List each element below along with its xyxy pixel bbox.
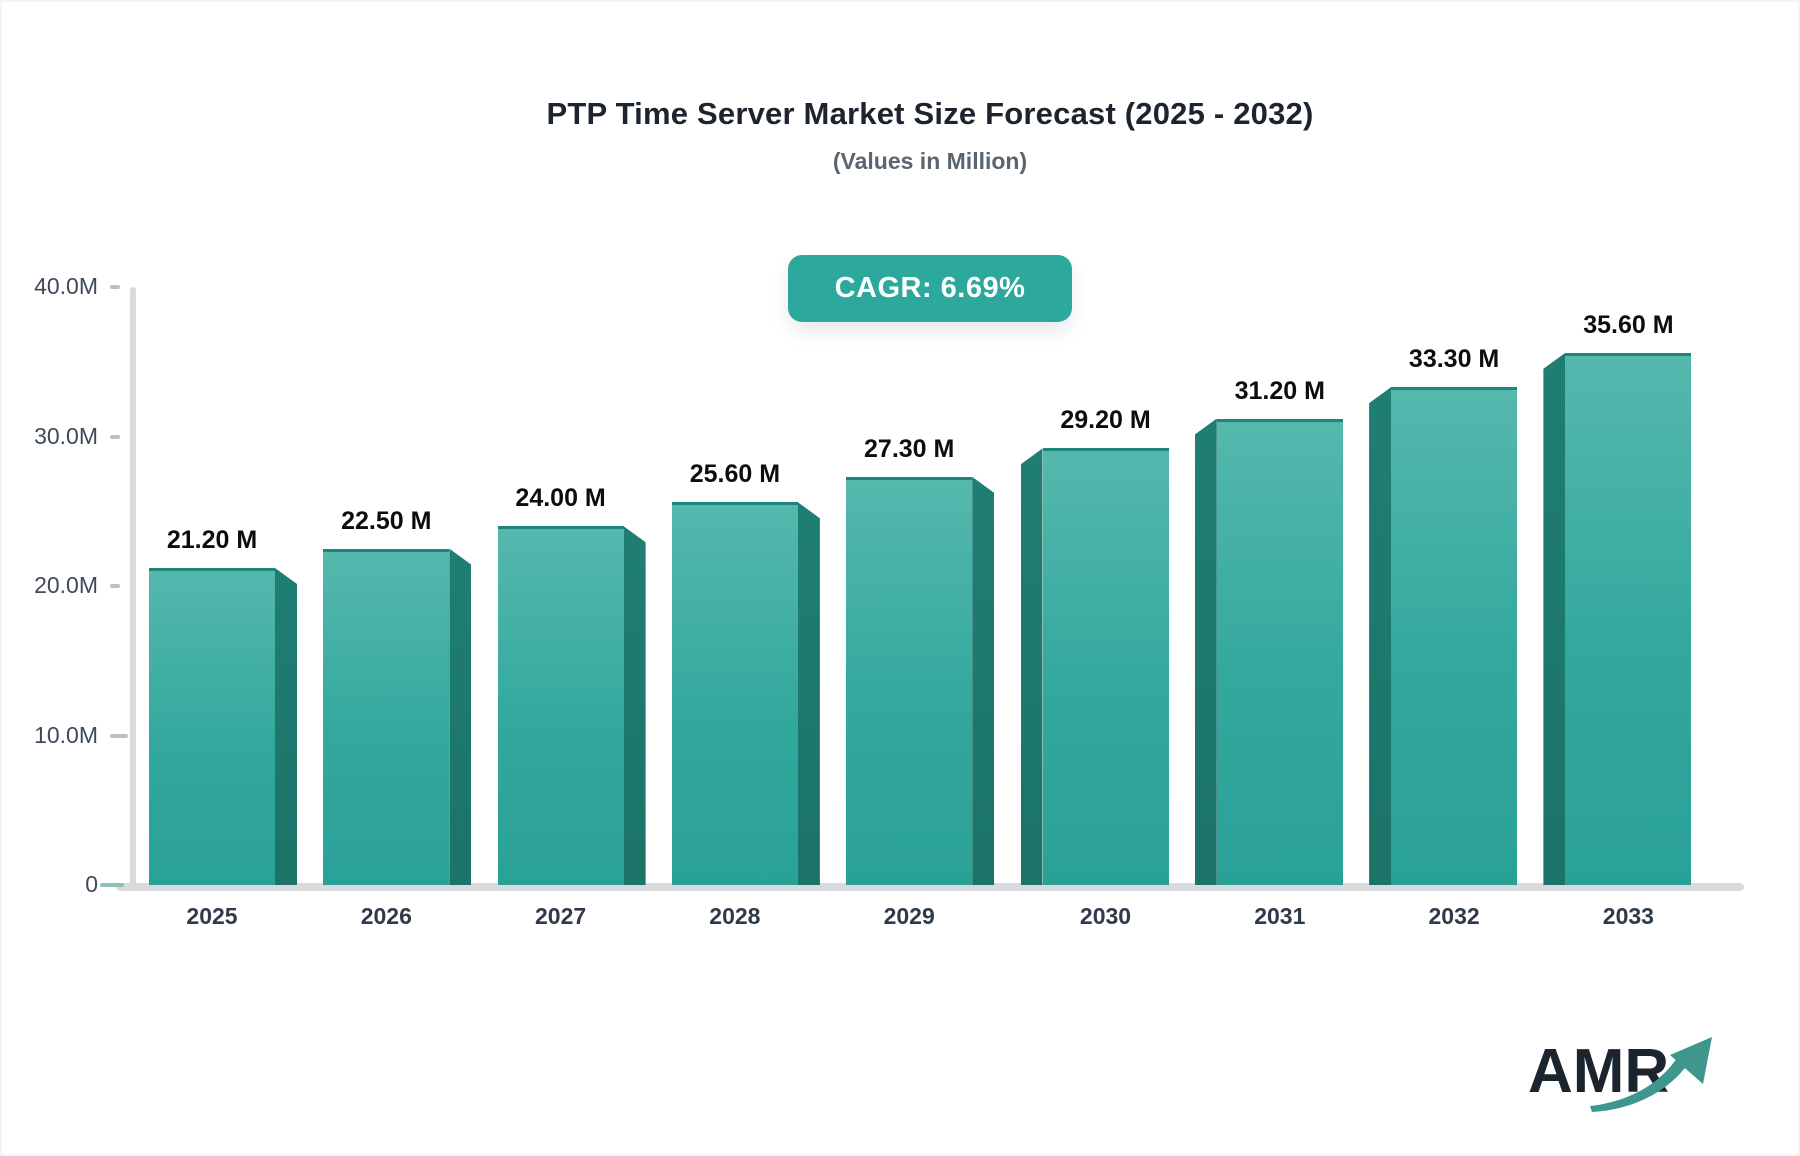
bar-3d-side xyxy=(275,568,297,885)
bar-value-label: 25.60 M xyxy=(689,460,781,489)
x-axis-label: 2029 xyxy=(883,903,935,929)
bar-3d-side xyxy=(449,548,472,885)
bar-3d-side xyxy=(623,526,646,885)
y-axis-tick xyxy=(110,733,128,738)
bar xyxy=(323,548,450,885)
x-axis-label: 2031 xyxy=(1254,903,1306,929)
x-axis-label: 2033 xyxy=(1602,903,1654,929)
x-axis-label: 2030 xyxy=(1079,903,1132,929)
chart-title: PTP Time Server Market Size Forecast (20… xyxy=(546,96,1314,131)
x-axis-label: 2026 xyxy=(360,903,412,929)
bar-value-label: 21.20 M xyxy=(166,526,258,555)
cagr-badge: CAGR: 6.69% xyxy=(788,255,1072,322)
y-axis-tick xyxy=(100,883,124,887)
x-axis-label: 2032 xyxy=(1428,903,1480,929)
bar xyxy=(1042,448,1169,885)
bar-value-label: 33.30 M xyxy=(1408,345,1500,374)
y-axis-tick xyxy=(110,285,120,289)
x-axis-label: 2028 xyxy=(709,903,761,929)
cagr-badge-label: CAGR: 6.69% xyxy=(834,272,1026,304)
bar-3d-side xyxy=(1543,352,1566,885)
y-axis-line xyxy=(130,287,136,890)
bar-3d-side xyxy=(972,476,995,885)
bar-value-label: 22.50 M xyxy=(341,506,432,535)
x-axis-line xyxy=(116,883,1744,891)
bar xyxy=(1565,352,1692,885)
bar xyxy=(1216,418,1343,885)
y-axis-label: 30.0M xyxy=(34,422,98,449)
trend-up-arrow-icon xyxy=(1590,1037,1712,1112)
bar xyxy=(671,502,798,885)
amr-logo: AMR xyxy=(1528,1037,1712,1112)
bar xyxy=(1391,387,1518,885)
bar xyxy=(497,526,624,885)
bar-value-label: 31.20 M xyxy=(1234,376,1325,405)
bar-value-label: 35.60 M xyxy=(1583,310,1674,339)
bar-3d-side xyxy=(1369,387,1392,885)
y-axis-tick xyxy=(110,434,120,439)
bar-value-label: 27.30 M xyxy=(864,434,955,463)
x-axis-label: 2027 xyxy=(535,903,587,929)
bar-3d-side xyxy=(797,502,820,885)
chart-subtitle: (Values in Million) xyxy=(832,148,1028,174)
y-axis-label: 0 xyxy=(85,871,98,897)
bar-value-label: 29.20 M xyxy=(1060,406,1151,435)
bar-3d-side xyxy=(1194,418,1217,885)
x-axis-label: 2025 xyxy=(186,903,238,929)
y-axis-label: 10.0M xyxy=(34,721,98,748)
bar xyxy=(846,476,973,885)
bar-value-label: 24.00 M xyxy=(515,484,606,513)
y-axis-tick xyxy=(110,584,120,588)
y-axis-label: 40.0M xyxy=(34,273,98,299)
y-axis-label: 20.0M xyxy=(34,572,98,598)
bar-3d-side xyxy=(1020,448,1043,885)
bar xyxy=(149,568,275,885)
